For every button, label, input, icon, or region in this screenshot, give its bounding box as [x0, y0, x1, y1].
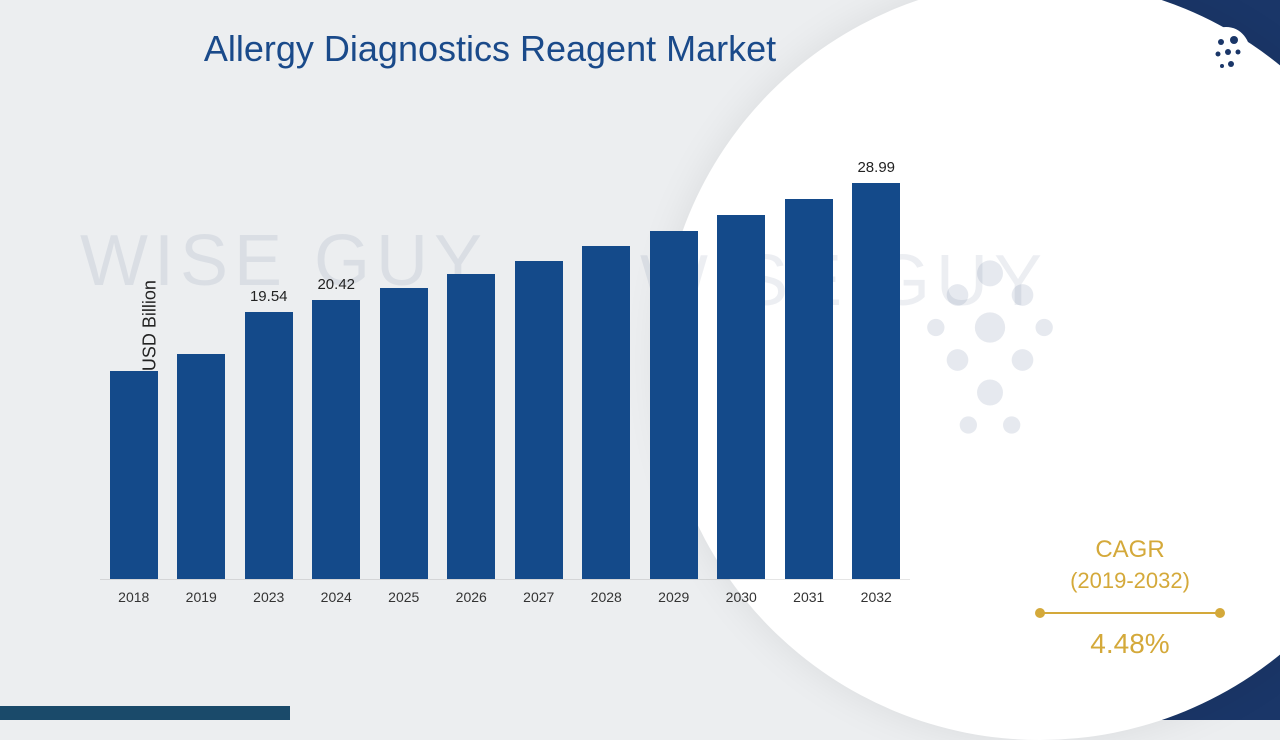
cagr-years: (2019-2032) [1010, 568, 1250, 594]
bar [650, 231, 698, 580]
bar [245, 312, 293, 579]
x-tick-label: 2019 [177, 589, 225, 605]
cagr-value: 4.48% [1010, 628, 1250, 660]
logo-text-2: REPORTS [1050, 59, 1196, 75]
x-tick-label: 2025 [380, 589, 428, 605]
x-tick-label: 2030 [717, 589, 765, 605]
cagr-divider [1040, 612, 1220, 614]
bar-group [785, 199, 833, 579]
bar-chart: Market Value in USD Billion 19.5420.4228… [70, 170, 910, 610]
bar-group [717, 215, 765, 579]
chart-title: Allergy Diagnostics Reagent Market [60, 28, 920, 70]
x-tick-label: 2026 [447, 589, 495, 605]
x-tick-label: 2018 [110, 589, 158, 605]
x-axis-labels: 2018 2019 2023 2024 2025 2026 2027 2028 2029 2030… [100, 584, 910, 610]
cagr-title: CAGR [1010, 536, 1250, 564]
bar [312, 300, 360, 579]
bar [110, 371, 158, 579]
x-tick-label: 2024 [312, 589, 360, 605]
logo-head-icon [1196, 22, 1256, 92]
bar [582, 246, 630, 579]
bar [785, 199, 833, 579]
bar-group [515, 261, 563, 579]
x-tick-label: 2027 [515, 589, 563, 605]
bars-area: 19.54 20.42 28.99 [100, 170, 910, 580]
bar-group [650, 231, 698, 580]
bar-group: 20.42 [312, 300, 360, 579]
x-tick-label: 2029 [650, 589, 698, 605]
bar-group [110, 371, 158, 579]
bar-group [582, 246, 630, 579]
bar [447, 274, 495, 579]
x-tick-label: 2028 [582, 589, 630, 605]
bottom-accent-bar [0, 706, 290, 720]
bar-value-label: 19.54 [250, 288, 288, 305]
bar [515, 261, 563, 579]
x-tick-label: 2031 [785, 589, 833, 605]
brand-logo: WISE GUY REPORTS [1050, 26, 1250, 75]
bar-group: 28.99 [852, 183, 900, 579]
cagr-block: CAGR (2019-2032) 4.48% [1010, 536, 1250, 660]
bar-group [380, 288, 428, 579]
head-silhouette-icon [880, 230, 1100, 490]
x-tick-label: 2032 [852, 589, 900, 605]
bar [852, 183, 900, 579]
bar [177, 354, 225, 580]
bar-value-label: 28.99 [857, 159, 895, 176]
logo-text-1: WISE GUY [1050, 26, 1196, 57]
bar [380, 288, 428, 579]
x-tick-label: 2023 [245, 589, 293, 605]
bar-group [177, 354, 225, 580]
bar-group: 19.54 [245, 312, 293, 579]
bar [717, 215, 765, 579]
bar-group [447, 274, 495, 579]
bar-value-label: 20.42 [317, 276, 355, 293]
